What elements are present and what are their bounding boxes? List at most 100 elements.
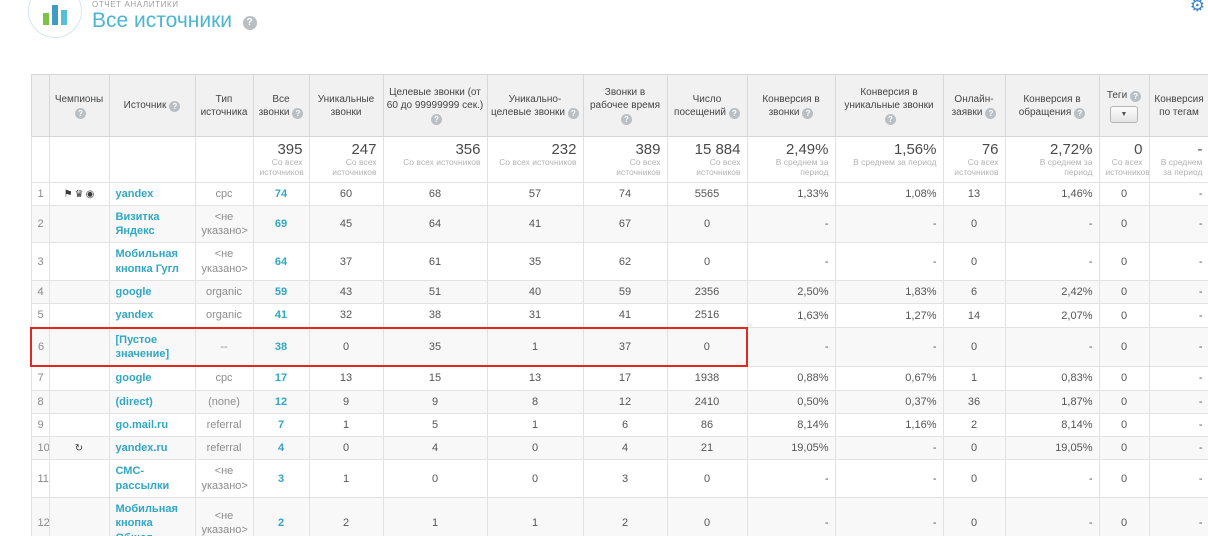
help-icon[interactable]: ?: [728, 107, 740, 119]
all-calls-link[interactable]: 4: [277, 442, 285, 455]
help-icon[interactable]: ?: [985, 107, 997, 119]
help-icon[interactable]: ?: [1130, 90, 1142, 102]
flag-icon: ⚑: [63, 188, 73, 200]
cell-num: 5: [30, 303, 50, 329]
cell-conv-unique-calls: -: [834, 327, 944, 367]
all-calls-link[interactable]: 2: [277, 517, 285, 530]
source-link[interactable]: yandex: [115, 309, 154, 322]
column-header-source[interactable]: Источник?: [108, 74, 196, 137]
cell-conv-calls: -: [746, 204, 836, 244]
all-calls-link[interactable]: 12: [274, 395, 288, 408]
column-header-all-calls[interactable]: Все звонки?: [252, 74, 310, 137]
cell-champions: ↻: [48, 436, 110, 461]
cell-conv-tags: -: [1148, 496, 1208, 536]
column-header-unique-calls[interactable]: Уникальные звонки: [308, 74, 384, 137]
help-icon[interactable]: ?: [431, 114, 442, 125]
source-link[interactable]: Мобильная кнопка Общая: [115, 502, 178, 536]
cell-all-calls: 3: [252, 459, 310, 498]
total-conv-leads: 2,72% В среднем за период: [1004, 136, 1100, 183]
all-calls-link[interactable]: 17: [274, 372, 288, 385]
cell-conv-calls: 2,50%: [746, 280, 836, 305]
cell-conv-calls: 19,05%: [746, 436, 836, 461]
cell-online-leads: 13: [942, 181, 1006, 206]
source-link[interactable]: yandex: [115, 187, 154, 200]
help-icon[interactable]: ?: [621, 114, 632, 125]
cell-type: organic: [194, 280, 254, 305]
source-link[interactable]: Мобильная кнопка Гугл: [115, 248, 179, 275]
cell-unique-calls: 13: [308, 365, 384, 391]
source-link[interactable]: yandex.ru: [115, 442, 168, 455]
cell-work-time-calls: 41: [582, 303, 668, 329]
column-header-target-calls[interactable]: Целевые звонки (от 60 до 99999999 сек.)?: [382, 74, 488, 137]
cell-source: yandex: [108, 303, 196, 329]
medal-icon: ◉: [85, 188, 95, 200]
table-row: 3 Мобильная кнопка Гугл <не указано> 64 37 61…: [30, 242, 1208, 282]
tags-dropdown-button[interactable]: ▼: [1110, 105, 1138, 123]
column-header-online-leads[interactable]: Онлайн-заявки?: [942, 74, 1006, 137]
column-header-conv-leads[interactable]: Конверсия в обращения?: [1004, 74, 1100, 137]
source-link[interactable]: СМС-рассылки: [115, 465, 170, 492]
all-calls-link[interactable]: 64: [274, 255, 288, 268]
cell-conv-tags: -: [1148, 412, 1208, 438]
cell-unique-calls: 37: [308, 242, 384, 282]
cell-type: <не указано>: [194, 204, 254, 244]
column-header-worktime-calls[interactable]: Звонки в рабочее время?: [582, 74, 668, 137]
all-calls-link[interactable]: 69: [274, 217, 288, 230]
column-header-visits[interactable]: Число посещений?: [666, 74, 748, 137]
cell-num-highlighted: 6: [30, 326, 50, 368]
cell-conv-calls: -: [746, 242, 836, 282]
source-link[interactable]: go.mail.ru: [115, 418, 169, 431]
title-help-icon[interactable]: ?: [242, 16, 257, 30]
column-header-conv-unique-calls[interactable]: Конверсия в уникальные звонки?: [834, 74, 944, 137]
cell-target-calls: 64: [382, 204, 488, 244]
cell-tags: 0: [1098, 280, 1150, 305]
help-icon[interactable]: ?: [885, 114, 896, 125]
source-link[interactable]: Визитка Яндекс: [115, 210, 160, 238]
cell-work-time-calls: 17: [582, 365, 668, 391]
cell-all-calls: 4: [252, 436, 310, 461]
all-calls-link[interactable]: 59: [274, 286, 288, 299]
column-header-tags[interactable]: Теги? ▼: [1098, 74, 1150, 137]
cell-visits-highlighted: 0: [666, 326, 748, 368]
cell-num: 7: [30, 365, 50, 391]
cell-champions: ⚑ ♛ ◉: [48, 181, 110, 206]
source-link[interactable]: [Пустое значение]: [115, 333, 170, 360]
cell-num: 10: [30, 436, 50, 461]
all-calls-link[interactable]: 74: [274, 187, 288, 200]
cell-target-calls: 68: [382, 181, 488, 206]
help-icon[interactable]: ?: [567, 107, 579, 119]
cell-conv-tags: -: [1148, 303, 1208, 329]
source-link[interactable]: google: [115, 286, 152, 299]
cell-conv-tags: -: [1148, 204, 1208, 244]
help-icon[interactable]: ?: [292, 107, 304, 119]
total-target-calls: 356 Со всех источников: [382, 136, 488, 183]
all-calls-link[interactable]: 3: [277, 472, 285, 485]
column-header-conv-tags[interactable]: Конверсия по тегам: [1148, 74, 1208, 137]
source-link[interactable]: google: [115, 372, 152, 385]
column-header-type[interactable]: Тип источника: [194, 74, 254, 137]
all-calls-link[interactable]: 41: [274, 309, 288, 322]
help-icon[interactable]: ?: [1074, 107, 1086, 119]
cell-visits: 0: [666, 204, 748, 244]
source-link[interactable]: (direct): [115, 395, 153, 408]
cell-work-time-calls-highlighted: 37: [582, 326, 668, 368]
all-calls-link[interactable]: 7: [277, 418, 285, 431]
column-header-champions[interactable]: Чемпионы?: [48, 74, 110, 137]
cell-work-time-calls: 6: [582, 412, 668, 438]
total-visits: 15 884 Со всех источников: [666, 136, 748, 183]
cell-tags: 0: [1098, 412, 1150, 438]
cell-unique-calls: 43: [308, 280, 384, 305]
cell-num: 11: [30, 459, 50, 498]
cell-tags: 0: [1098, 365, 1150, 391]
column-header-conv-calls[interactable]: Конверсия в звонки?: [746, 74, 836, 137]
all-calls-link[interactable]: 38: [274, 340, 288, 353]
column-header-unique-target-calls[interactable]: Уникально-целевые звонки?: [486, 74, 584, 137]
help-icon[interactable]: ?: [802, 107, 814, 119]
cell-work-time-calls: 59: [582, 280, 668, 305]
settings-icon[interactable]: ⚙: [1189, 0, 1205, 15]
cell-champions: [48, 280, 110, 305]
help-icon[interactable]: ?: [169, 101, 181, 112]
cell-all-calls: 74: [252, 181, 310, 206]
cell-type: <не указано>: [194, 496, 254, 536]
help-icon[interactable]: ?: [75, 107, 86, 119]
